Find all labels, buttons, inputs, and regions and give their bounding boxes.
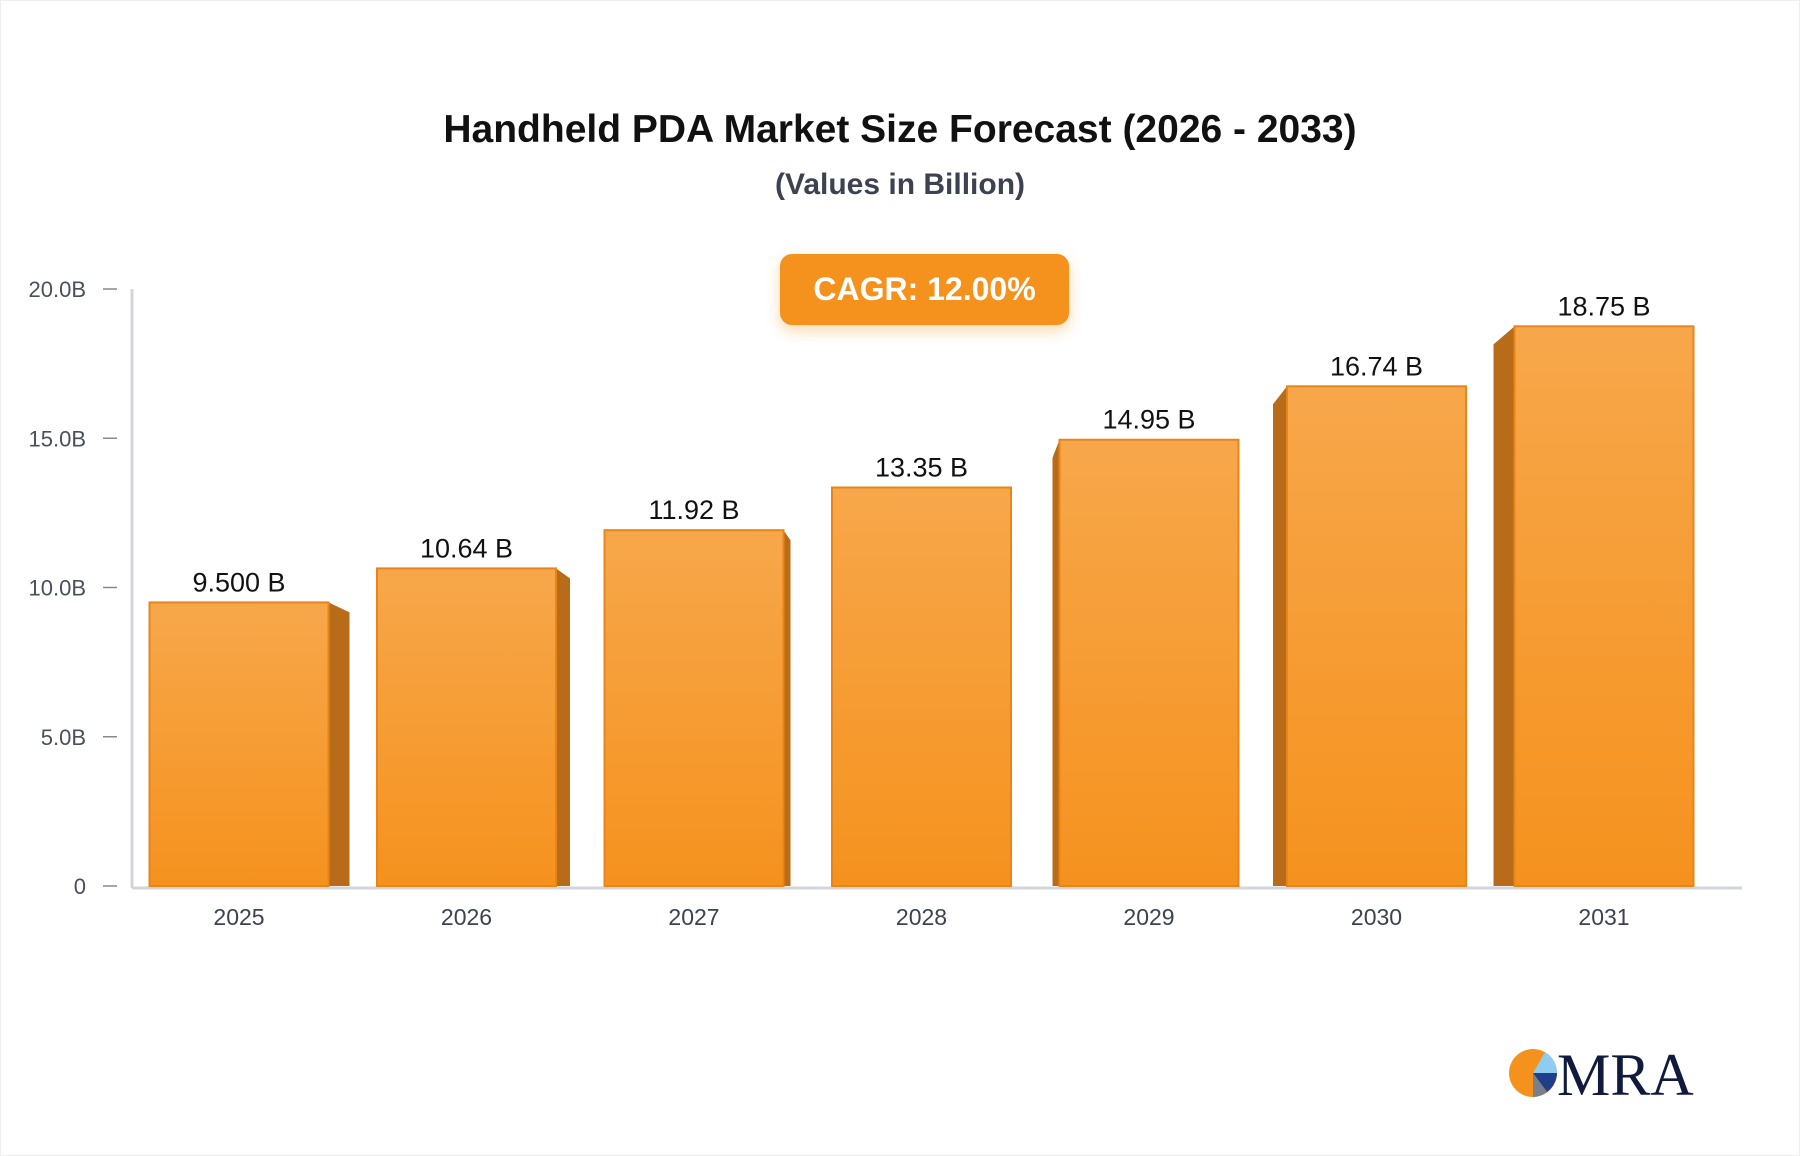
data-label: 11.92 B	[648, 495, 739, 525]
chart-title: Handheld PDA Market Size Forecast (2026 …	[443, 108, 1357, 151]
bar	[1286, 385, 1467, 887]
bar-group: 10.64 B 2026	[376, 533, 570, 930]
bar-side	[1493, 326, 1515, 886]
data-label: 16.74 B	[1330, 351, 1423, 381]
x-tick-label: 2027	[668, 904, 719, 930]
bar-group: 9.500 B 2025	[148, 567, 350, 930]
mra-logo: MRA	[1509, 1042, 1694, 1106]
bar-group: 16.74 B 2030	[1273, 351, 1467, 930]
bar	[1513, 325, 1695, 887]
x-tick-label: 2025	[213, 904, 264, 930]
bar	[376, 567, 557, 887]
bar-side	[783, 530, 791, 886]
y-tick-label: 0	[74, 874, 86, 899]
bar-side	[1052, 439, 1060, 886]
cagr-badge: CAGR: 12.00%	[780, 254, 1069, 325]
data-label: 18.75 B	[1557, 291, 1650, 321]
data-label: 14.95 B	[1102, 405, 1195, 435]
bar-side	[556, 568, 570, 886]
svg-text:MRA: MRA	[1557, 1042, 1694, 1106]
bar	[1058, 438, 1240, 887]
x-tick-label: 2031	[1578, 904, 1629, 930]
bar	[148, 601, 330, 887]
bar-side	[328, 602, 350, 886]
bar-group: 14.95 B 2029	[1052, 405, 1240, 930]
bar	[831, 486, 1012, 887]
data-label: 9.500 B	[192, 567, 285, 597]
y-tick-label: 10.0B	[29, 576, 87, 601]
bar-group: 13.35 B 2028	[831, 453, 1012, 930]
bar	[603, 529, 785, 887]
data-label: 13.35 B	[875, 453, 968, 483]
bar-side	[1273, 386, 1287, 886]
x-tick-label: 2028	[896, 904, 947, 930]
chart-subtitle: (Values in Billion)	[774, 168, 1026, 201]
data-label: 10.64 B	[420, 533, 513, 563]
x-tick-label: 2029	[1123, 904, 1174, 930]
y-tick-label: 5.0B	[41, 725, 86, 750]
y-tick-label: 20.0B	[29, 277, 87, 302]
x-tick-label: 2026	[441, 904, 492, 930]
bar-group: 11.92 B 2027	[603, 495, 791, 930]
y-tick-label: 15.0B	[29, 426, 87, 451]
bar-group: 18.75 B 2031	[1493, 291, 1695, 930]
x-tick-label: 2030	[1351, 904, 1402, 930]
